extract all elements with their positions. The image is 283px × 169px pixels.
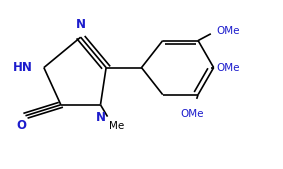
- Text: N: N: [76, 18, 86, 31]
- Text: N: N: [95, 111, 106, 124]
- Text: Me: Me: [109, 121, 124, 131]
- Text: OMe: OMe: [216, 26, 240, 36]
- Text: OMe: OMe: [181, 109, 204, 119]
- Text: OMe: OMe: [216, 63, 240, 74]
- Text: HN: HN: [13, 61, 33, 74]
- Text: O: O: [16, 119, 26, 132]
